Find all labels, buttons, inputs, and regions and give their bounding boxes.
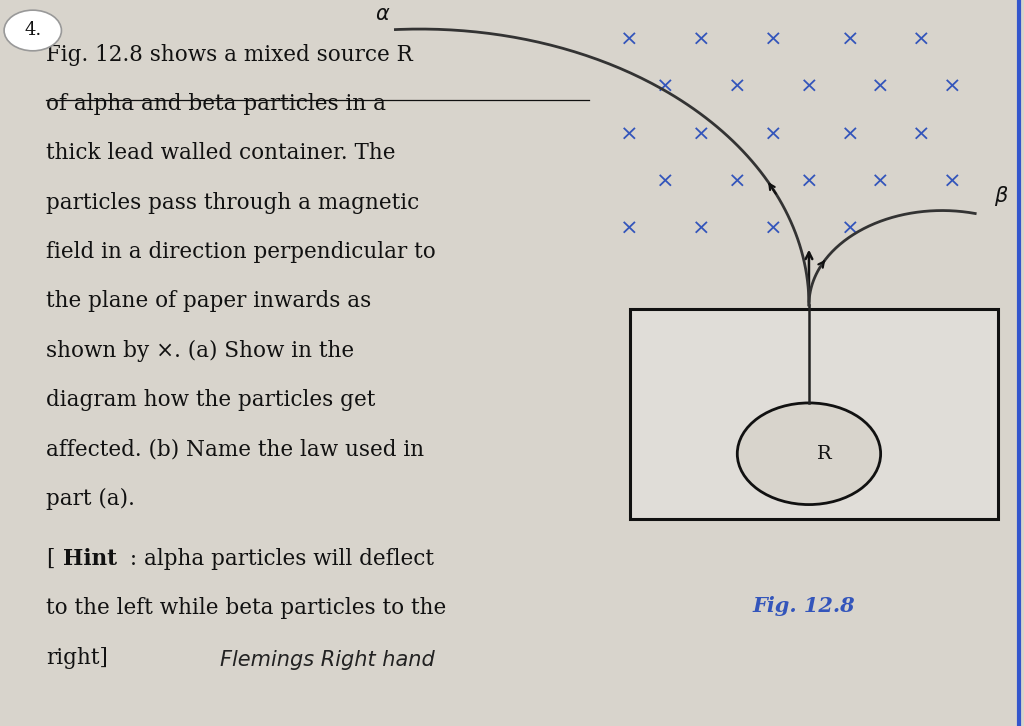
- Text: ×: ×: [728, 171, 746, 192]
- Text: part (a).: part (a).: [46, 488, 135, 510]
- Text: $\alpha$: $\alpha$: [375, 4, 390, 24]
- Text: shown by ×. (a) Show in the: shown by ×. (a) Show in the: [46, 340, 354, 362]
- Text: ×: ×: [943, 171, 962, 192]
- Text: ×: ×: [621, 124, 639, 144]
- Text: Hint: Hint: [63, 548, 118, 570]
- Text: 4.: 4.: [25, 22, 41, 39]
- Text: : alpha particles will deflect: : alpha particles will deflect: [123, 548, 434, 570]
- Circle shape: [4, 10, 61, 51]
- Text: ×: ×: [871, 77, 890, 97]
- Text: of alpha and beta particles in a: of alpha and beta particles in a: [46, 93, 386, 115]
- Text: thick lead walled container. The: thick lead walled container. The: [46, 142, 395, 164]
- Text: ×: ×: [692, 124, 711, 144]
- Text: ×: ×: [800, 171, 818, 192]
- Text: ×: ×: [841, 124, 859, 144]
- Bar: [630, 309, 998, 519]
- Text: ×: ×: [912, 30, 931, 50]
- Text: field in a direction perpendicular to: field in a direction perpendicular to: [46, 241, 436, 263]
- Text: ×: ×: [764, 30, 782, 50]
- Text: Fig. 12.8 shows a mixed source R: Fig. 12.8 shows a mixed source R: [46, 44, 413, 65]
- Text: ×: ×: [728, 77, 746, 97]
- Text: ×: ×: [800, 77, 818, 97]
- Text: affected. (b) Name the law used in: affected. (b) Name the law used in: [46, 439, 424, 460]
- Text: R: R: [817, 445, 831, 462]
- Text: ×: ×: [621, 30, 639, 50]
- Text: $\beta$: $\beta$: [993, 184, 1009, 208]
- Text: Fig. 12.8: Fig. 12.8: [753, 596, 855, 616]
- Text: ×: ×: [692, 30, 711, 50]
- Text: ×: ×: [764, 219, 782, 239]
- Text: to the left while beta particles to the: to the left while beta particles to the: [46, 597, 446, 619]
- Text: particles pass through a magnetic: particles pass through a magnetic: [46, 192, 420, 213]
- Text: ×: ×: [912, 124, 931, 144]
- Text: ×: ×: [841, 30, 859, 50]
- Text: ×: ×: [841, 219, 859, 239]
- Text: the plane of paper inwards as: the plane of paper inwards as: [46, 290, 372, 312]
- Text: ×: ×: [871, 171, 890, 192]
- Text: [: [: [46, 548, 54, 570]
- Text: ×: ×: [621, 219, 639, 239]
- Text: ×: ×: [656, 77, 675, 97]
- Text: diagram how the particles get: diagram how the particles get: [46, 389, 376, 411]
- Text: ×: ×: [943, 77, 962, 97]
- Text: ×: ×: [692, 219, 711, 239]
- Text: ×: ×: [656, 171, 675, 192]
- Text: right]: right]: [46, 647, 108, 669]
- Text: Flemings Right hand: Flemings Right hand: [220, 650, 435, 671]
- Circle shape: [737, 403, 881, 505]
- Text: ×: ×: [764, 124, 782, 144]
